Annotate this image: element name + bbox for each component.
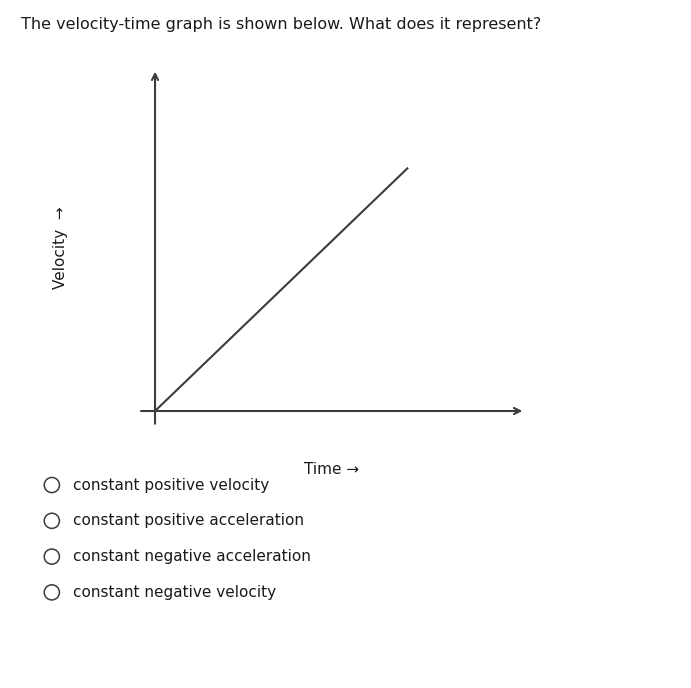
Text: constant positive velocity: constant positive velocity (73, 477, 269, 493)
Text: constant negative acceleration: constant negative acceleration (73, 549, 310, 564)
Text: constant positive acceleration: constant positive acceleration (73, 513, 303, 528)
Text: Time →: Time → (304, 462, 359, 477)
Text: Velocity  →: Velocity → (53, 206, 68, 289)
Text: constant negative velocity: constant negative velocity (73, 585, 276, 600)
Text: The velocity-time graph is shown below. What does it represent?: The velocity-time graph is shown below. … (21, 17, 541, 32)
